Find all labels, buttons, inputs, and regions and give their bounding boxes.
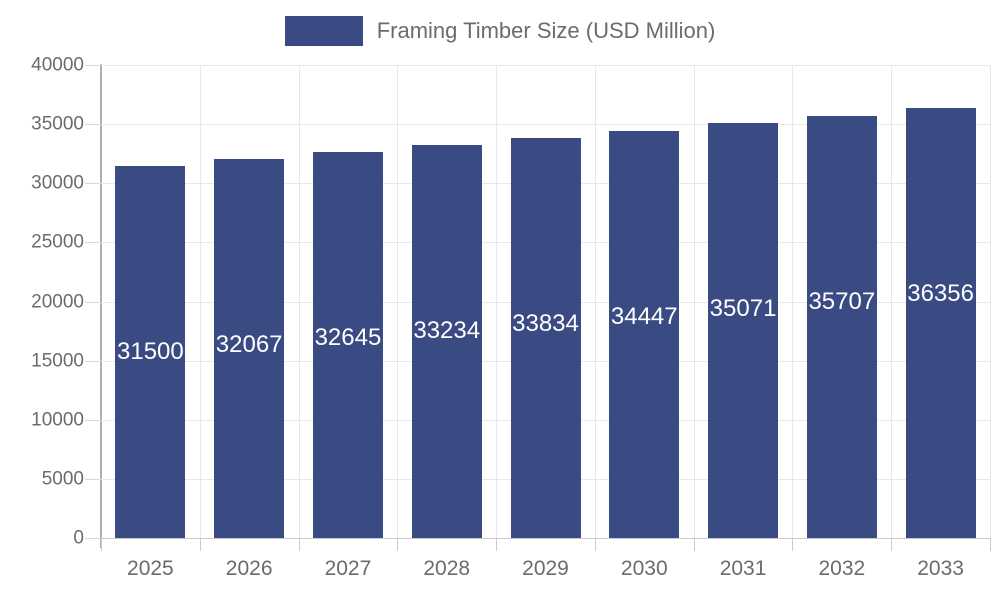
legend-color-swatch-icon bbox=[284, 16, 363, 46]
bar-value-label: 32645 bbox=[314, 323, 382, 351]
y-axis-tick-label: 25000 bbox=[31, 231, 84, 253]
bar[interactable] bbox=[905, 108, 976, 538]
bar[interactable] bbox=[214, 158, 285, 538]
x-axis-tick bbox=[101, 538, 102, 551]
chart-legend: Framing Timber Size (USD Million) bbox=[0, 12, 1000, 50]
x-axis-tick bbox=[299, 538, 300, 551]
gridline-vertical bbox=[891, 65, 892, 538]
y-axis-tick bbox=[85, 360, 101, 362]
bar[interactable] bbox=[708, 123, 779, 538]
x-axis-tick bbox=[891, 538, 892, 551]
y-axis-tick bbox=[85, 301, 101, 303]
y-axis-tick bbox=[85, 478, 101, 480]
y-axis-tick bbox=[85, 242, 101, 244]
gridline-vertical bbox=[397, 65, 398, 538]
y-axis-tick bbox=[85, 124, 101, 126]
x-axis-tick bbox=[200, 538, 201, 551]
y-axis-tick bbox=[85, 538, 101, 539]
y-axis-tick-label: 15000 bbox=[31, 350, 84, 372]
x-axis-tick bbox=[397, 538, 398, 551]
gridline-vertical bbox=[694, 65, 695, 538]
bar-value-label: 35707 bbox=[808, 287, 876, 315]
gridline-horizontal bbox=[101, 124, 990, 126]
x-axis-tick-label: 2027 bbox=[324, 557, 372, 580]
x-axis-tick-label: 2031 bbox=[719, 557, 767, 580]
y-axis-tick bbox=[85, 419, 101, 421]
x-axis-tick bbox=[990, 538, 991, 551]
x-axis-tick bbox=[792, 538, 793, 551]
x-axis-tick bbox=[694, 538, 695, 551]
gridline-vertical bbox=[990, 65, 991, 538]
bar-value-label: 36356 bbox=[907, 280, 974, 308]
y-axis-tick bbox=[85, 183, 101, 185]
bar[interactable] bbox=[312, 151, 383, 538]
gridline-vertical bbox=[200, 65, 201, 538]
bar[interactable] bbox=[609, 130, 680, 538]
x-axis-tick-label: 2025 bbox=[127, 557, 174, 580]
bar[interactable] bbox=[115, 165, 186, 538]
y-axis-tick bbox=[85, 65, 101, 66]
bar-value-label: 33234 bbox=[413, 317, 481, 344]
gridline-horizontal bbox=[101, 65, 990, 66]
plot-area: 31500 32067 32645 33234 33834 34447 35071 35707… bbox=[101, 65, 991, 538]
y-axis-tick-label: 10000 bbox=[31, 409, 84, 431]
bar-value-label: 34447 bbox=[610, 302, 678, 330]
legend-item-framing-timber-size[interactable]: Framing Timber Size (USD Million) bbox=[284, 16, 716, 46]
bar-value-label: 33834 bbox=[512, 309, 579, 337]
gridline-vertical bbox=[496, 65, 497, 538]
gridline-vertical bbox=[595, 65, 596, 538]
y-axis-tick-label: 35000 bbox=[31, 113, 84, 135]
y-axis-line bbox=[100, 64, 102, 548]
y-axis-tick-label: 40000 bbox=[31, 54, 84, 76]
legend-label: Framing Timber Size (USD Million) bbox=[376, 18, 716, 43]
x-axis-tick-label: 2032 bbox=[818, 557, 866, 580]
bar-value-label: 32067 bbox=[215, 330, 283, 358]
bar-value-label: 35071 bbox=[709, 295, 777, 323]
bar[interactable] bbox=[806, 115, 877, 538]
y-axis-tick-label: 0 bbox=[73, 527, 84, 549]
bar[interactable] bbox=[411, 145, 482, 538]
x-axis-tick-label: 2030 bbox=[620, 557, 668, 580]
x-axis-tick-label: 2028 bbox=[423, 557, 471, 580]
gridline-vertical bbox=[299, 65, 300, 538]
x-axis-tick-label: 2029 bbox=[522, 557, 569, 580]
y-axis-labels: 0 5000 10000 15000 20000 25000 30000 35000 40000 bbox=[0, 0, 84, 600]
y-axis-tick-label: 30000 bbox=[31, 172, 84, 194]
gridline-vertical bbox=[792, 65, 793, 538]
x-axis-tick-label: 2026 bbox=[225, 557, 273, 580]
y-axis-tick-label: 20000 bbox=[31, 291, 84, 312]
x-axis-tick bbox=[496, 538, 497, 551]
x-axis-tick-label: 2033 bbox=[917, 557, 964, 580]
bar-value-label: 31500 bbox=[117, 337, 184, 365]
bar[interactable] bbox=[510, 137, 581, 538]
x-axis-line bbox=[85, 538, 990, 539]
x-axis-tick bbox=[595, 538, 596, 551]
y-axis-tick-label: 5000 bbox=[41, 468, 84, 490]
